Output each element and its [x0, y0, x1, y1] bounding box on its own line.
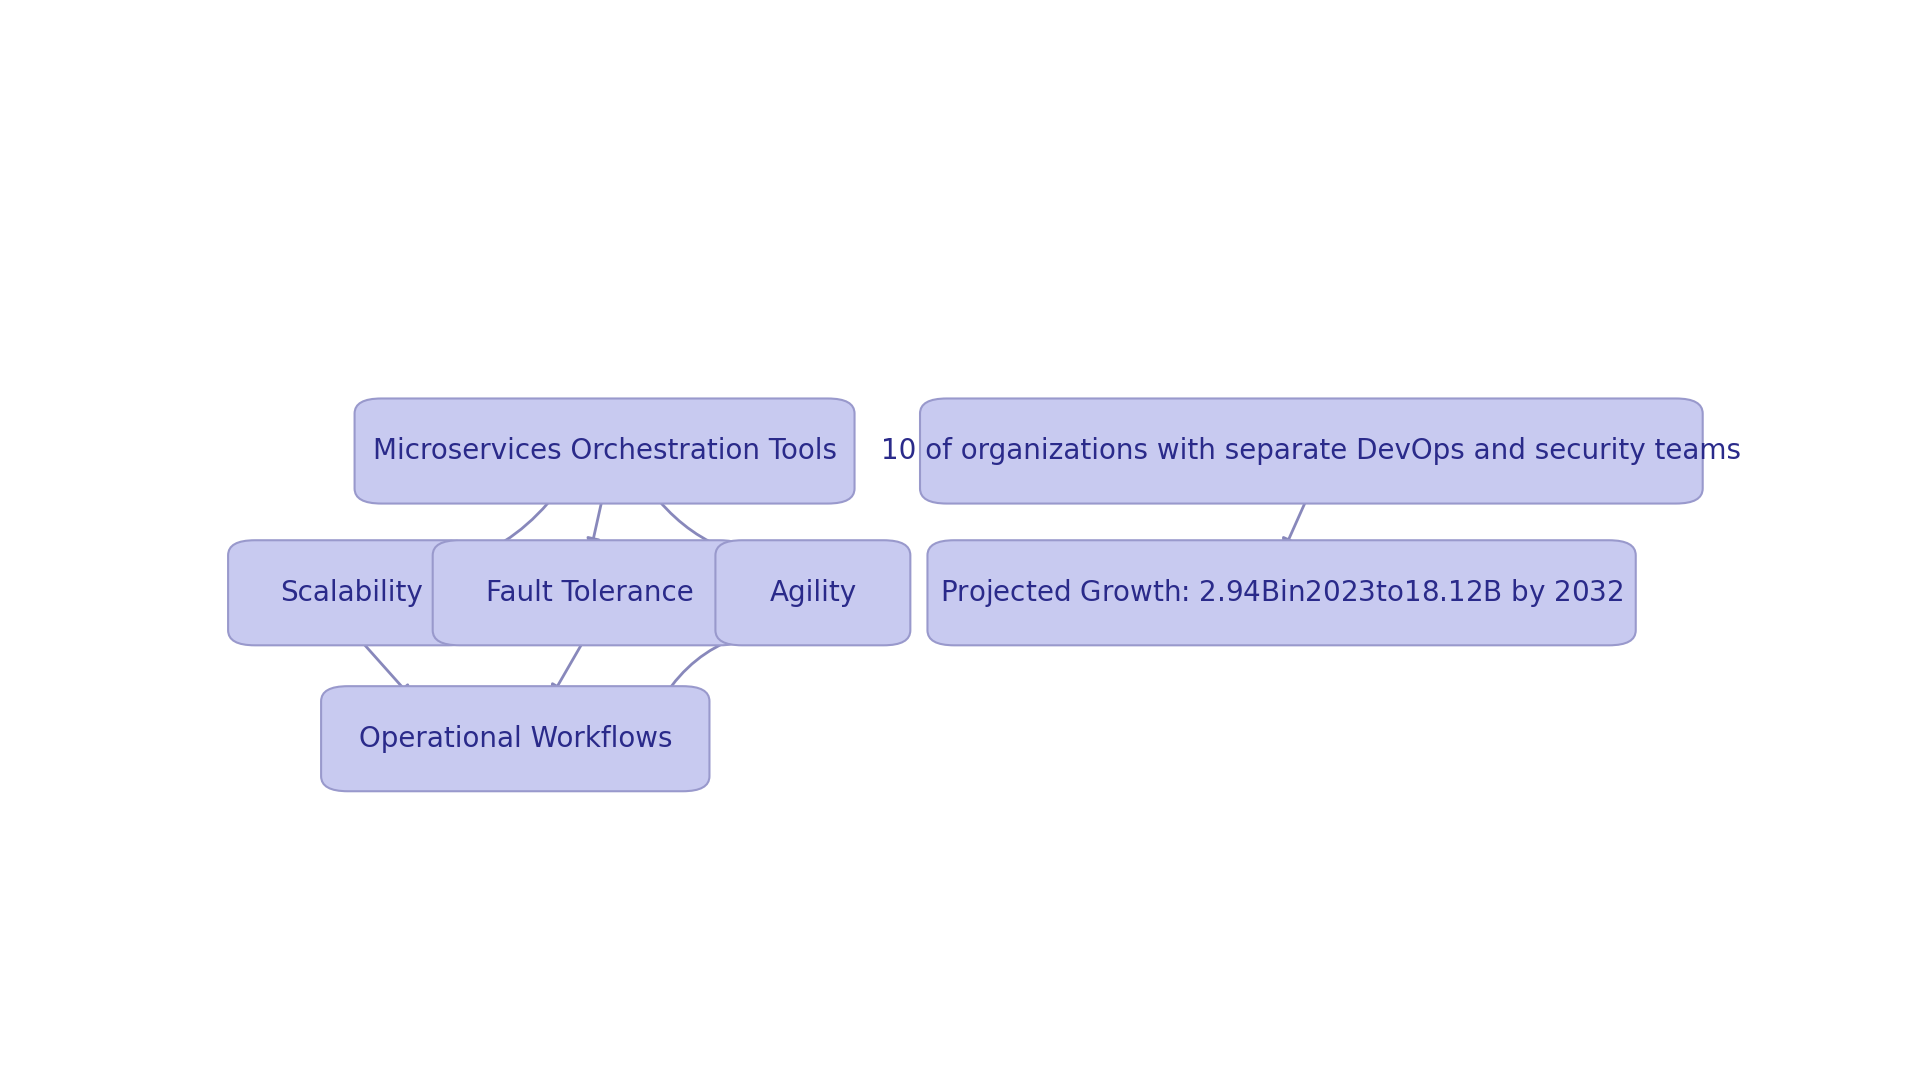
Text: Scalability: Scalability: [280, 578, 422, 606]
Text: Fault Tolerance: Fault Tolerance: [486, 578, 693, 606]
Text: Microservices Orchestration Tools: Microservices Orchestration Tools: [372, 438, 837, 465]
FancyBboxPatch shape: [355, 399, 854, 504]
FancyBboxPatch shape: [927, 540, 1636, 645]
FancyBboxPatch shape: [228, 540, 474, 645]
FancyBboxPatch shape: [432, 540, 747, 645]
Text: 10 of organizations with separate DevOps and security teams: 10 of organizations with separate DevOps…: [881, 438, 1741, 465]
FancyBboxPatch shape: [920, 399, 1703, 504]
FancyBboxPatch shape: [716, 540, 910, 645]
FancyBboxPatch shape: [321, 687, 710, 792]
Text: Projected Growth: $2.94B in 2023 to $18.12B by 2032: Projected Growth: $2.94B in 2023 to $18.…: [941, 577, 1622, 609]
Text: Operational Workflows: Operational Workflows: [359, 725, 672, 753]
Text: Agility: Agility: [770, 578, 856, 606]
